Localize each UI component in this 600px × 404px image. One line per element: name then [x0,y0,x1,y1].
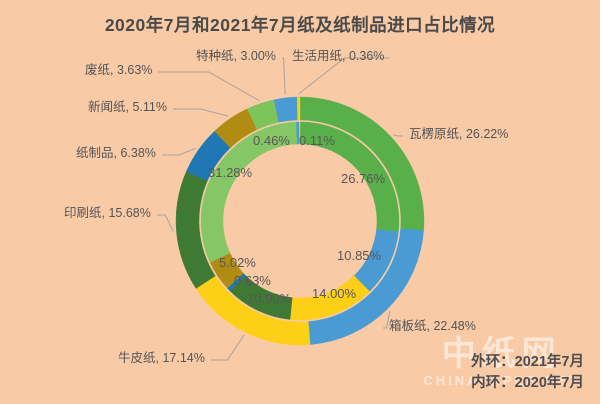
leader-line-household-paper [298,57,390,95]
inner-label-specialty-paper: 0.46% [253,133,290,148]
leader-line-printing-paper [157,214,174,232]
inner-label-kraft-paper: 14.00% [312,286,357,301]
inner-slice[interactable] [299,121,301,145]
leader-line-kraft-paper [211,334,245,361]
outer-label-household-paper: 生活用纸, 0.36% [292,49,385,63]
leader-line-paper-products [162,147,197,156]
outer-label-boxboard: 箱板纸, 22.48% [389,319,476,333]
leader-line-corrugated-base-paper [393,134,403,137]
inner-label-boxboard: 10.85% [337,248,382,263]
outer-ring-2021 [175,96,425,346]
inner-label-printing-paper: 10.90% [247,291,292,306]
outer-slice[interactable] [296,96,301,121]
legend-inner: 内环：2020年7月 [471,374,584,391]
outer-label-specialty-paper: 特种纸, 3.00% [196,49,276,63]
inner-ring-2020 [200,121,400,321]
outer-label-kraft-paper: 牛皮纸, 17.14% [118,351,205,365]
inner-label-newsprint: 5.02% [219,255,256,270]
legend-outer: 外环：2021年7月 [471,353,584,370]
legend: 外环：2021年7月 内环：2020年7月 [471,352,584,394]
leader-lines [157,57,403,361]
outer-label-newsprint: 新闻纸, 5.11% [88,100,167,114]
inner-label-paper-products: 0.63% [234,273,271,288]
leader-line-newsprint [173,108,229,117]
outer-label-paper-products: 纸制品, 6.38% [76,146,156,160]
outer-label-waste-paper: 废纸, 3.63% [85,63,153,77]
leader-line-specialty-paper [282,57,286,95]
leader-line-boxboard [383,310,391,329]
leader-line-waste-paper [158,71,260,102]
outer-label-corrugated-base-paper: 瓦楞原纸, 26.22% [409,127,509,141]
inner-label-household-paper: 0.11% [299,133,335,148]
page-title: 2020年7月和2021年7月纸及纸制品进口占比情况 [104,15,496,35]
inner-label-corrugated-base-paper: 26.76% [341,171,386,186]
inner-label-waste-paper: 31.28% [208,165,253,180]
outer-label-printing-paper: 印刷纸, 15.68% [64,206,151,220]
